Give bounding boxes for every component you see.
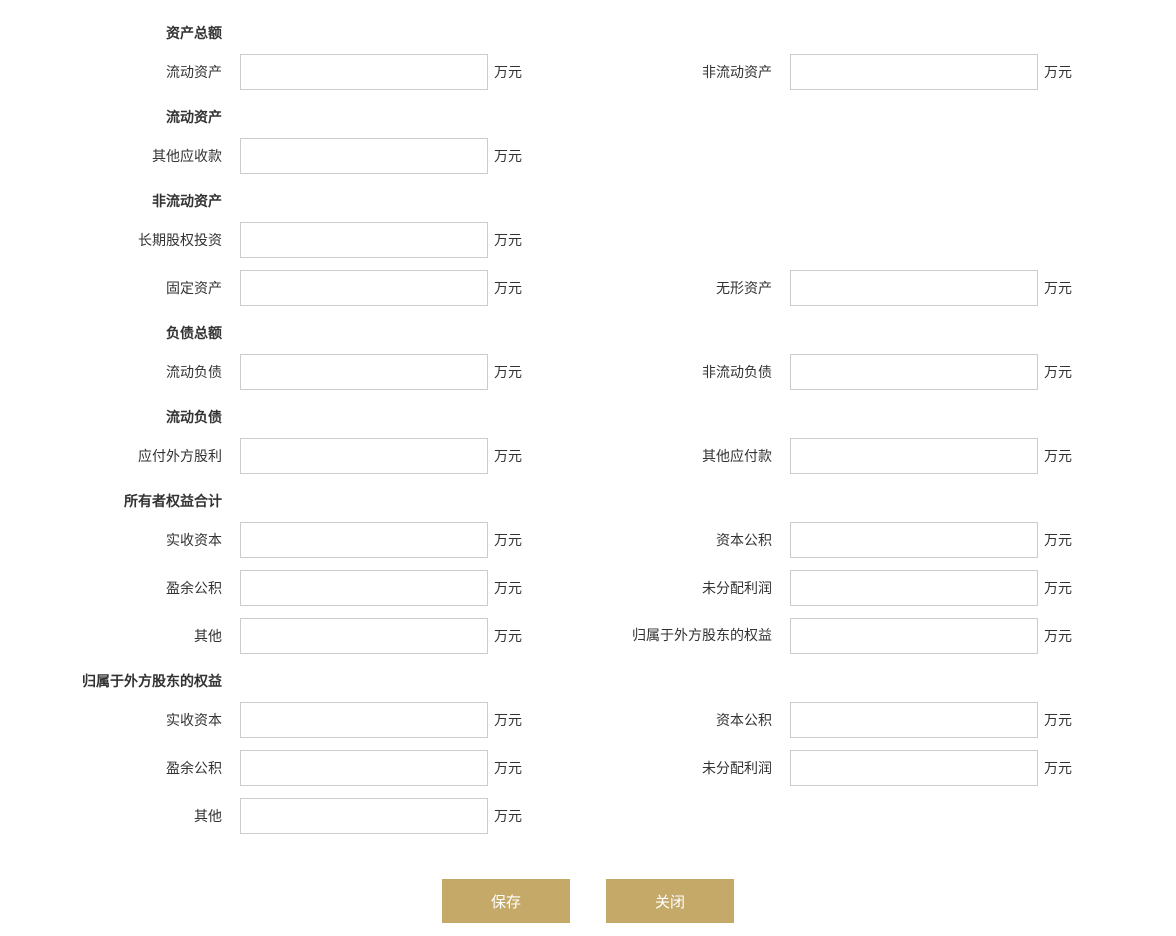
input-non-current-liabilities[interactable] bbox=[790, 354, 1038, 390]
label-fse-other: 其他 bbox=[0, 806, 240, 826]
unit-label: 万元 bbox=[494, 806, 522, 826]
unit-label: 万元 bbox=[494, 446, 522, 466]
financial-form: 资产总额 流动资产 万元 非流动资产 万元 流动资产 其他应收款 万元 非流动资… bbox=[0, 15, 1176, 923]
input-other-receivables[interactable] bbox=[240, 138, 488, 174]
unit-label: 万元 bbox=[494, 230, 522, 250]
input-oe-surplus-reserve[interactable] bbox=[240, 570, 488, 606]
section-header-foreign-shareholder-equity: 归属于外方股东的权益 bbox=[0, 671, 240, 691]
unit-label: 万元 bbox=[494, 530, 522, 550]
label-intangible-assets: 无形资产 bbox=[570, 278, 790, 298]
unit-label: 万元 bbox=[1044, 710, 1072, 730]
unit-label: 万元 bbox=[1044, 362, 1072, 382]
input-fse-paid-in-capital[interactable] bbox=[240, 702, 488, 738]
input-oe-capital-reserve[interactable] bbox=[790, 522, 1038, 558]
input-fixed-assets[interactable] bbox=[240, 270, 488, 306]
label-oe-capital-reserve: 资本公积 bbox=[570, 530, 790, 550]
unit-label: 万元 bbox=[1044, 578, 1072, 598]
label-oe-surplus-reserve: 盈余公积 bbox=[0, 578, 240, 598]
section-header-non-current-assets: 非流动资产 bbox=[0, 191, 240, 211]
section-header-total-assets: 资产总额 bbox=[0, 23, 240, 43]
unit-label: 万元 bbox=[494, 362, 522, 382]
label-oe-undistributed-profit: 未分配利润 bbox=[570, 578, 790, 598]
label-other-payables: 其他应付款 bbox=[570, 446, 790, 466]
input-oe-foreign-shareholder-equity[interactable] bbox=[790, 618, 1038, 654]
input-fse-surplus-reserve[interactable] bbox=[240, 750, 488, 786]
label-fse-capital-reserve: 资本公积 bbox=[570, 710, 790, 730]
input-long-term-equity[interactable] bbox=[240, 222, 488, 258]
section-header-owner-equity: 所有者权益合计 bbox=[0, 491, 240, 511]
unit-label: 万元 bbox=[1044, 530, 1072, 550]
input-non-current-assets[interactable] bbox=[790, 54, 1038, 90]
unit-label: 万元 bbox=[494, 626, 522, 646]
input-current-assets[interactable] bbox=[240, 54, 488, 90]
label-fse-paid-in-capital: 实收资本 bbox=[0, 710, 240, 730]
label-current-liabilities: 流动负债 bbox=[0, 362, 240, 382]
section-header-total-liabilities: 负债总额 bbox=[0, 323, 240, 343]
input-oe-undistributed-profit[interactable] bbox=[790, 570, 1038, 606]
unit-label: 万元 bbox=[494, 758, 522, 778]
label-non-current-assets: 非流动资产 bbox=[570, 62, 790, 82]
unit-label: 万元 bbox=[494, 62, 522, 82]
unit-label: 万元 bbox=[1044, 446, 1072, 466]
unit-label: 万元 bbox=[494, 710, 522, 730]
label-other-receivables: 其他应收款 bbox=[0, 146, 240, 166]
label-current-assets: 流动资产 bbox=[0, 62, 240, 82]
input-oe-other[interactable] bbox=[240, 618, 488, 654]
input-current-liabilities[interactable] bbox=[240, 354, 488, 390]
label-fse-surplus-reserve: 盈余公积 bbox=[0, 758, 240, 778]
unit-label: 万元 bbox=[494, 578, 522, 598]
section-header-current-assets: 流动资产 bbox=[0, 107, 240, 127]
section-header-current-liabilities: 流动负债 bbox=[0, 407, 240, 427]
save-button[interactable]: 保存 bbox=[442, 879, 570, 923]
unit-label: 万元 bbox=[1044, 626, 1072, 646]
label-non-current-liabilities: 非流动负债 bbox=[570, 362, 790, 382]
label-oe-foreign-shareholder-equity: 归属于外方股东的权益 bbox=[570, 626, 790, 646]
label-oe-paid-in-capital: 实收资本 bbox=[0, 530, 240, 550]
button-row: 保存 关闭 bbox=[0, 879, 1176, 923]
unit-label: 万元 bbox=[1044, 278, 1072, 298]
input-intangible-assets[interactable] bbox=[790, 270, 1038, 306]
label-long-term-equity: 长期股权投资 bbox=[0, 230, 240, 250]
input-other-payables[interactable] bbox=[790, 438, 1038, 474]
unit-label: 万元 bbox=[494, 146, 522, 166]
label-oe-other: 其他 bbox=[0, 626, 240, 646]
input-fse-capital-reserve[interactable] bbox=[790, 702, 1038, 738]
unit-label: 万元 bbox=[1044, 62, 1072, 82]
label-foreign-dividends-payable: 应付外方股利 bbox=[0, 446, 240, 466]
close-button[interactable]: 关闭 bbox=[606, 879, 734, 923]
label-fse-undistributed-profit: 未分配利润 bbox=[570, 758, 790, 778]
unit-label: 万元 bbox=[494, 278, 522, 298]
input-fse-other[interactable] bbox=[240, 798, 488, 834]
input-oe-paid-in-capital[interactable] bbox=[240, 522, 488, 558]
input-fse-undistributed-profit[interactable] bbox=[790, 750, 1038, 786]
input-foreign-dividends-payable[interactable] bbox=[240, 438, 488, 474]
unit-label: 万元 bbox=[1044, 758, 1072, 778]
label-fixed-assets: 固定资产 bbox=[0, 278, 240, 298]
